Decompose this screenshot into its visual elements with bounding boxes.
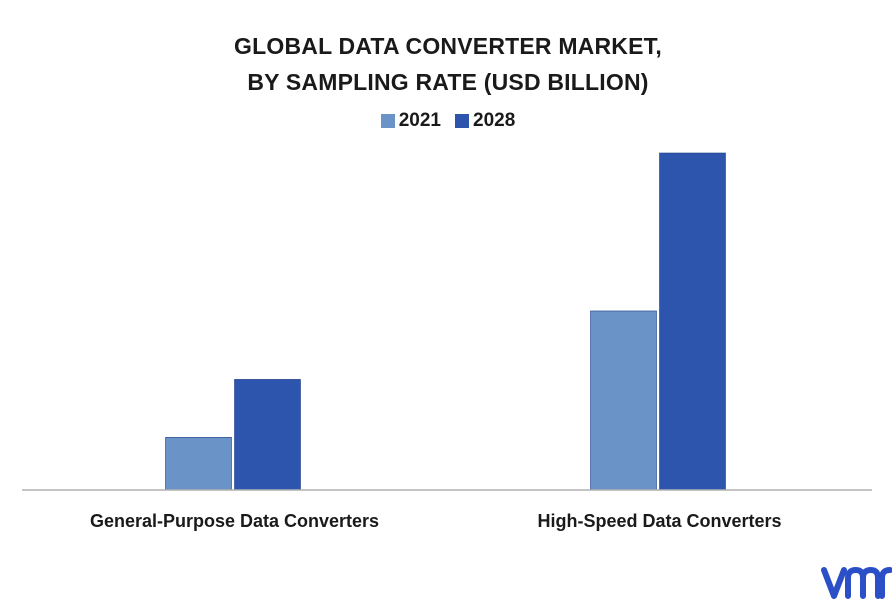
chart-title: GLOBAL DATA CONVERTER MARKET, BY SAMPLIN… [0, 28, 896, 100]
bar-2028-2 [659, 152, 726, 491]
legend-label-2021: 2021 [398, 110, 441, 131]
legend-swatch-2028 [455, 114, 469, 128]
chart-title-line-1: GLOBAL DATA CONVERTER MARKET, [234, 33, 662, 59]
legend-swatch-2021 [380, 114, 395, 128]
legend-label-2028: 2028 [473, 110, 516, 131]
bar-2021-1 [165, 437, 232, 491]
x-tick-label-1: General-Purpose Data Converters [90, 511, 379, 531]
legend-item-2021: 2021 [380, 110, 441, 132]
x-tick-label-2: High-Speed Data Converters [537, 511, 781, 531]
vmr-logo [821, 566, 892, 599]
legend-item-2028: 2028 [455, 110, 515, 132]
bar-2021-2 [590, 310, 657, 491]
bar-2028-1 [234, 379, 301, 491]
chart-legend: 2021 2028 [0, 110, 896, 132]
chart-title-line-2: BY SAMPLING RATE (USD BILLION) [247, 69, 649, 95]
